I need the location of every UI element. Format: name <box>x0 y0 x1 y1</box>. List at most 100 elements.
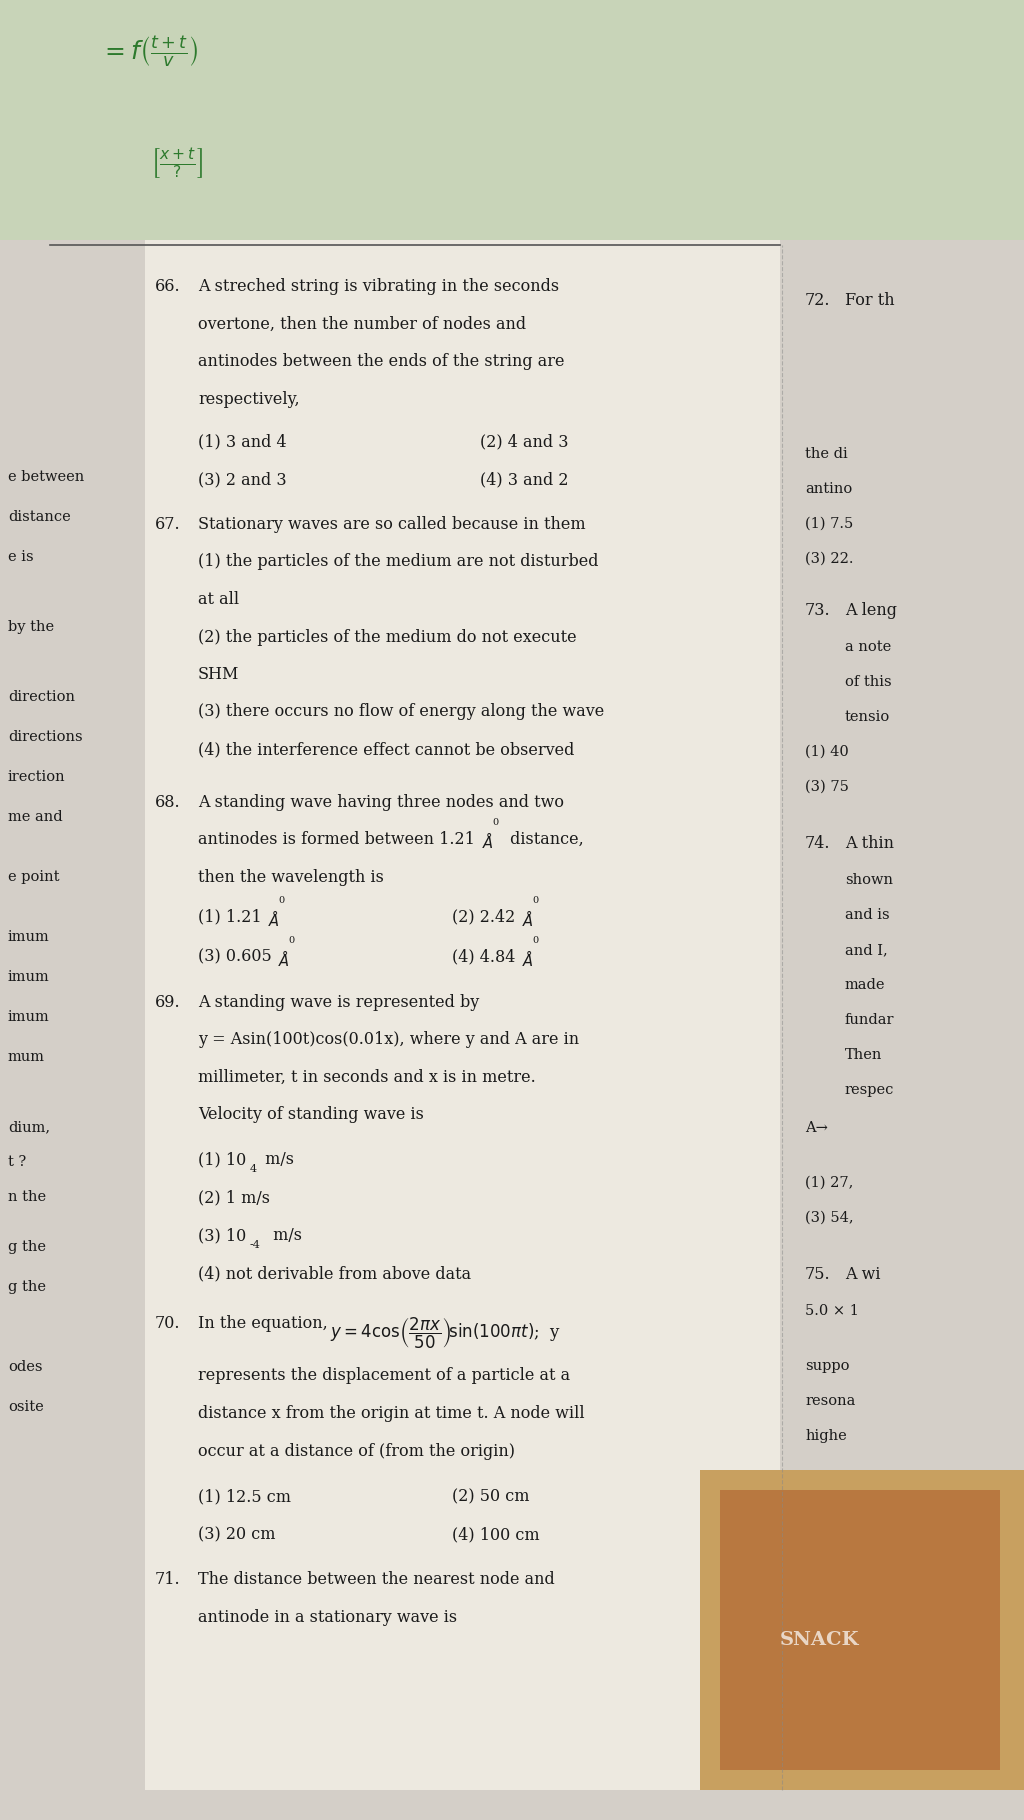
Text: millimeter, t in seconds and x is in metre.: millimeter, t in seconds and x is in met… <box>198 1068 536 1085</box>
Text: suppo: suppo <box>805 1360 850 1372</box>
Text: e between: e between <box>8 470 84 484</box>
Text: direction: direction <box>8 690 75 704</box>
Text: directions: directions <box>8 730 83 744</box>
Text: then the wavelength is: then the wavelength is <box>198 868 384 886</box>
Text: (1) 3 and 4: (1) 3 and 4 <box>198 433 287 450</box>
Text: represents the displacement of a particle at a: represents the displacement of a particl… <box>198 1367 570 1385</box>
Text: odes: odes <box>8 1360 43 1374</box>
Text: tensio: tensio <box>845 710 890 724</box>
Text: me and: me and <box>8 810 62 824</box>
FancyBboxPatch shape <box>0 0 1024 240</box>
Text: 74.: 74. <box>805 835 830 852</box>
Text: at all: at all <box>198 592 240 608</box>
FancyBboxPatch shape <box>700 1471 1024 1791</box>
Text: distance: distance <box>8 510 71 524</box>
Text: 70.: 70. <box>155 1316 180 1332</box>
Text: (4) 100 cm: (4) 100 cm <box>452 1525 540 1543</box>
Text: 5.0 × 1: 5.0 × 1 <box>805 1303 859 1318</box>
Text: distance x from the origin at time t. A node will: distance x from the origin at time t. A … <box>198 1405 585 1421</box>
Text: In the equation,: In the equation, <box>198 1316 338 1332</box>
Text: $\AA$: $\AA$ <box>268 908 280 928</box>
Text: g the: g the <box>8 1279 46 1294</box>
Text: (2) the particles of the medium do not execute: (2) the particles of the medium do not e… <box>198 628 577 646</box>
Text: (2) 2.42: (2) 2.42 <box>452 908 515 926</box>
Text: Velocity of standing wave is: Velocity of standing wave is <box>198 1107 424 1123</box>
Text: SNACK: SNACK <box>780 1631 859 1649</box>
Text: (3) 0.605: (3) 0.605 <box>198 948 271 965</box>
Text: A→: A→ <box>805 1121 827 1136</box>
Text: g the: g the <box>8 1239 46 1254</box>
Text: (1) 27,: (1) 27, <box>805 1176 853 1190</box>
Text: made: made <box>845 977 886 992</box>
Text: (2) 1 m/s: (2) 1 m/s <box>198 1190 270 1207</box>
FancyBboxPatch shape <box>780 40 1024 1791</box>
Text: a note: a note <box>845 641 891 653</box>
Text: t ?: t ? <box>8 1156 27 1168</box>
Text: and is: and is <box>845 908 890 923</box>
Text: (1) 1.21: (1) 1.21 <box>198 908 261 926</box>
Text: and I,: and I, <box>845 943 888 957</box>
Text: A standing wave having three nodes and two: A standing wave having three nodes and t… <box>198 794 564 810</box>
Text: A wi: A wi <box>845 1267 881 1283</box>
FancyBboxPatch shape <box>720 1491 1000 1771</box>
Text: SHM: SHM <box>198 666 240 682</box>
Text: by the: by the <box>8 621 54 633</box>
Text: overtone, then the number of nodes and: overtone, then the number of nodes and <box>198 315 526 333</box>
Text: antinode in a stationary wave is: antinode in a stationary wave is <box>198 1609 457 1625</box>
Text: $\AA$: $\AA$ <box>278 948 290 968</box>
Text: (4) the interference effect cannot be observed: (4) the interference effect cannot be ob… <box>198 741 574 757</box>
Text: of this: of this <box>845 675 892 690</box>
Text: (1) the particles of the medium are not disturbed: (1) the particles of the medium are not … <box>198 553 598 570</box>
Text: 68.: 68. <box>155 794 180 810</box>
Text: distance,: distance, <box>505 832 584 848</box>
Text: (3) 10: (3) 10 <box>198 1227 246 1245</box>
Text: For th: For th <box>845 291 895 309</box>
Text: imum: imum <box>8 930 50 945</box>
Text: (1) 12.5 cm: (1) 12.5 cm <box>198 1489 291 1505</box>
Text: (4) 4.84: (4) 4.84 <box>452 948 515 965</box>
Text: fundar: fundar <box>845 1014 895 1026</box>
Text: 0: 0 <box>492 817 498 826</box>
Text: (2) 4 and 3: (2) 4 and 3 <box>480 433 568 450</box>
Text: The distance between the nearest node and: The distance between the nearest node an… <box>198 1571 555 1589</box>
Text: shown: shown <box>845 874 893 886</box>
Text: $\left[\frac{x+t}{?}\right]$: $\left[\frac{x+t}{?}\right]$ <box>150 146 203 180</box>
Text: (1) 10: (1) 10 <box>198 1152 246 1168</box>
Text: m/s: m/s <box>268 1227 302 1245</box>
Text: $\AA$: $\AA$ <box>522 948 534 968</box>
Text: dium,: dium, <box>8 1119 50 1134</box>
Text: e is: e is <box>8 550 34 564</box>
Text: e point: e point <box>8 870 59 885</box>
Text: A streched string is vibrating in the seconds: A streched string is vibrating in the se… <box>198 278 559 295</box>
Text: $y = 4\cos\!\left(\dfrac{2\pi x}{50}\right)\!\sin(100\pi t)$;  y: $y = 4\cos\!\left(\dfrac{2\pi x}{50}\rig… <box>330 1316 561 1350</box>
Text: $\AA$: $\AA$ <box>482 832 494 852</box>
Text: (3) 2 and 3: (3) 2 and 3 <box>198 471 287 488</box>
Text: (3) 20 cm: (3) 20 cm <box>198 1525 275 1543</box>
Text: m/s: m/s <box>260 1152 294 1168</box>
Text: (1) 40: (1) 40 <box>805 744 849 759</box>
Text: $\AA$: $\AA$ <box>522 908 534 928</box>
Text: A thin: A thin <box>845 835 894 852</box>
Text: 72.: 72. <box>805 291 830 309</box>
Text: imum: imum <box>8 970 50 985</box>
Text: the di: the di <box>805 448 848 460</box>
Text: 66.: 66. <box>155 278 180 295</box>
Text: occur at a distance of (from the origin): occur at a distance of (from the origin) <box>198 1443 515 1460</box>
Text: 0: 0 <box>532 935 539 945</box>
Text: respec: respec <box>845 1083 894 1097</box>
Text: highe: highe <box>805 1429 847 1443</box>
Text: resona: resona <box>805 1394 855 1409</box>
Text: A leng: A leng <box>845 602 897 619</box>
Text: 67.: 67. <box>155 517 180 533</box>
Text: 0: 0 <box>278 895 284 905</box>
Text: (3) 22.: (3) 22. <box>805 551 853 566</box>
Text: 0: 0 <box>288 935 294 945</box>
Text: osite: osite <box>8 1400 44 1414</box>
Text: Then: Then <box>845 1048 883 1063</box>
Text: (3) 54,: (3) 54, <box>805 1210 854 1225</box>
Text: -4: -4 <box>250 1239 261 1250</box>
Text: (4) 3 and 2: (4) 3 and 2 <box>480 471 568 488</box>
Text: antinodes between the ends of the string are: antinodes between the ends of the string… <box>198 353 564 369</box>
Text: n the: n the <box>8 1190 46 1205</box>
FancyBboxPatch shape <box>0 40 145 1791</box>
